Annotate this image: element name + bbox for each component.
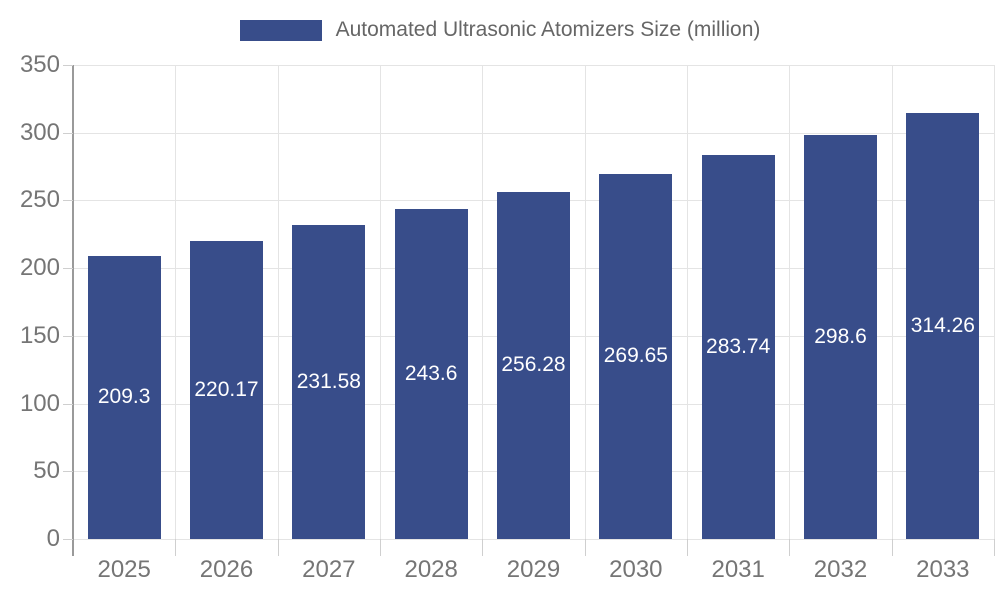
x-axis-tick	[891, 539, 893, 556]
x-axis-tick-label: 2030	[609, 556, 663, 583]
legend-item[interactable]: Automated Ultrasonic Atomizers Size (mil…	[0, 18, 1000, 42]
y-axis-tick-label: 50	[33, 457, 60, 485]
gridline-vertical	[175, 65, 177, 539]
x-axis-tick	[482, 539, 484, 556]
gridline-horizontal	[73, 65, 994, 66]
y-axis-tick	[63, 65, 73, 66]
bar-value-label: 256.28	[501, 353, 566, 377]
x-axis-tick	[175, 539, 177, 556]
bar-value-label: 220.17	[194, 377, 259, 401]
y-axis-tick-label: 0	[46, 525, 60, 552]
x-axis-tick	[380, 539, 381, 556]
y-axis-tick	[63, 539, 73, 540]
gridline-vertical	[482, 65, 484, 539]
legend-swatch	[239, 19, 322, 41]
y-axis-tick	[63, 200, 73, 202]
gridline-vertical	[891, 65, 893, 539]
bar: 209.3	[87, 255, 161, 539]
bar-value-label: 298.6	[814, 324, 867, 348]
y-axis-tick	[63, 268, 73, 270]
gridline-vertical	[380, 65, 381, 539]
bar: 269.65	[599, 173, 673, 539]
x-axis-tick-label: 2032	[813, 556, 868, 583]
gridline-horizontal	[73, 539, 994, 540]
bar: 314.26	[906, 113, 980, 539]
bar-value-label: 243.6	[404, 362, 458, 386]
y-axis-tick-label: 150	[19, 321, 60, 349]
gridline-horizontal	[73, 132, 994, 134]
x-axis-tick-label: 2029	[506, 556, 561, 583]
x-axis-tick	[277, 539, 279, 556]
gridline-vertical	[789, 65, 791, 539]
x-axis-tick-label: 2031	[711, 556, 765, 583]
x-axis-tick-label: 2033	[916, 556, 970, 583]
bar-value-label: 283.74	[706, 334, 771, 358]
x-axis-tick	[789, 539, 791, 556]
gridline-vertical	[277, 65, 279, 539]
x-axis-tick-label: 2025	[97, 556, 151, 583]
bar: 283.74	[701, 154, 775, 539]
bar-value-label: 269.65	[603, 344, 668, 368]
y-axis-line	[72, 65, 74, 556]
y-axis-tick-label: 350	[19, 51, 60, 78]
x-axis-tick	[994, 539, 995, 556]
bar-value-label: 209.3	[97, 385, 151, 409]
bar: 243.6	[394, 209, 468, 539]
x-axis-tick-label: 2028	[404, 556, 458, 583]
y-axis-tick	[63, 132, 73, 134]
gridline-vertical	[994, 65, 995, 539]
x-axis-tick-label: 2027	[302, 556, 356, 583]
bar-value-label: 231.58	[296, 370, 361, 394]
y-axis-tick-label: 200	[19, 254, 60, 282]
x-axis-tick	[584, 539, 586, 556]
gridline-vertical	[584, 65, 586, 539]
x-axis-tick-label: 2026	[199, 556, 254, 583]
y-axis-tick-label: 300	[19, 118, 60, 146]
legend-label: Automated Ultrasonic Atomizers Size (mil…	[335, 18, 761, 41]
gridline-vertical	[687, 65, 688, 539]
y-axis-tick	[63, 471, 73, 473]
y-axis-tick	[63, 403, 73, 405]
plot-area: 209.3 220.17 231.58 243.6 256.28 269.65 283.74…	[73, 65, 995, 540]
y-axis-tick	[63, 335, 73, 337]
bar: 220.17	[190, 240, 263, 539]
bar: 256.28	[497, 191, 570, 539]
bar: 298.6	[804, 134, 877, 539]
bar: 231.58	[292, 225, 366, 539]
bar-value-label: 314.26	[910, 314, 975, 338]
x-axis-tick	[687, 539, 688, 556]
y-axis-tick-label: 100	[19, 389, 60, 417]
y-axis-tick-label: 250	[19, 186, 60, 214]
